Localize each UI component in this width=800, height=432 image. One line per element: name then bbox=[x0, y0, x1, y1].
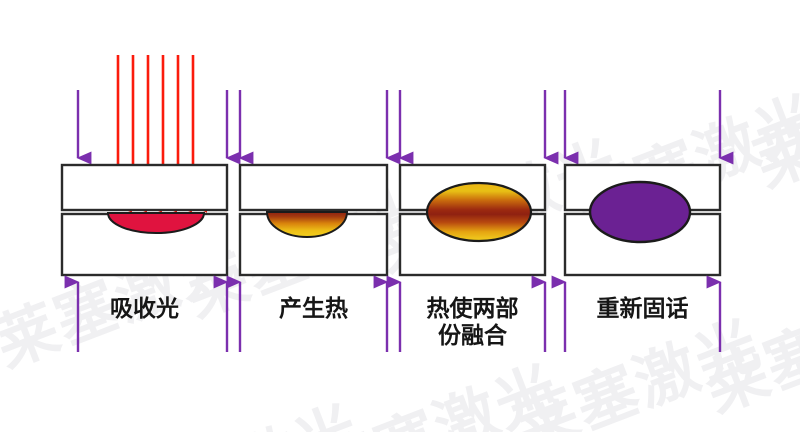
upper-plate bbox=[60, 163, 229, 212]
laser-beams[interactable] bbox=[116, 55, 208, 213]
clamp-arrows-top bbox=[238, 90, 401, 165]
weld-nugget bbox=[425, 181, 533, 243]
caption-line-1: 热使两部 bbox=[426, 296, 519, 322]
panel-absorb bbox=[60, 55, 241, 352]
caption-panel-heat: 产生热 bbox=[279, 296, 348, 322]
panel-heat bbox=[226, 90, 401, 352]
clamp-arrows-bottom bbox=[226, 275, 389, 352]
caption-panel-fuse: 热使两部 份融合 bbox=[398, 296, 547, 350]
clamp-arrows-bottom bbox=[386, 275, 547, 352]
upper-plate bbox=[238, 163, 389, 212]
panel-fuse bbox=[386, 90, 559, 352]
clamp-arrows-top bbox=[563, 90, 734, 165]
clamp-arrows-top bbox=[398, 90, 559, 165]
clamp-arrows-top bbox=[76, 90, 241, 165]
weld-nugget bbox=[588, 180, 692, 244]
melt-pool bbox=[106, 212, 206, 234]
clamp-arrows-bottom bbox=[551, 275, 722, 352]
melt-pool bbox=[265, 211, 349, 238]
panel-solidify bbox=[551, 90, 734, 352]
caption-panel-solidify: 重新固话 bbox=[596, 296, 689, 322]
caption-line-2: 份融合 bbox=[438, 323, 507, 349]
caption-panel-absorb: 吸收光 bbox=[110, 296, 179, 322]
clamp-arrows-bottom bbox=[64, 275, 229, 352]
